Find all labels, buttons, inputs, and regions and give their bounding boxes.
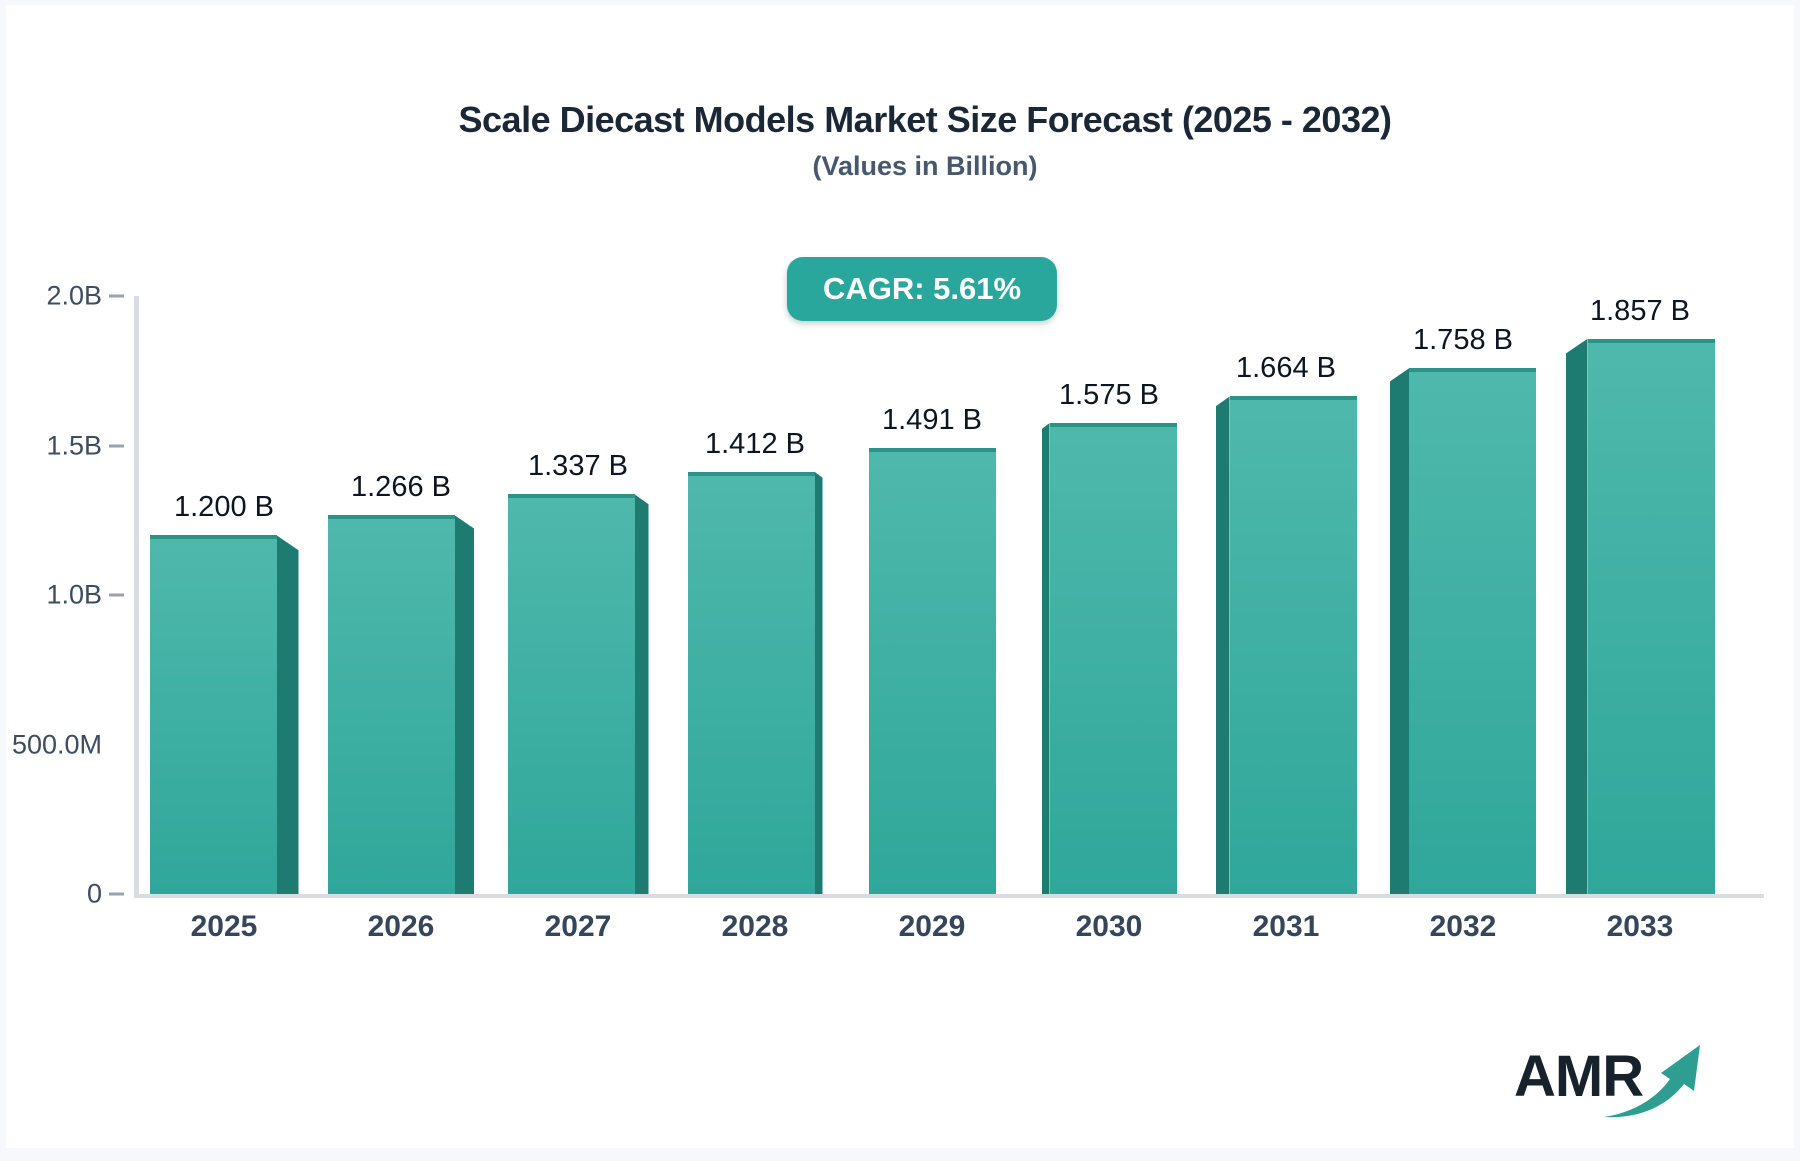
bar-chart-plot: 2.0B 1.5B 1.0B 500.0M 0 1.200 B 2025 1.266 B 202…: [6, 5, 1800, 1161]
bar-side-face: [1390, 368, 1409, 894]
y-tick-label: 1.0B: [46, 579, 102, 610]
amr-logo-arrow-icon: [1604, 1045, 1700, 1118]
chart-subtitle: (Values in Billion): [812, 151, 1038, 181]
y-tick-label: 1.5B: [46, 430, 102, 460]
bar-value-label: 1.664 B: [1236, 352, 1336, 385]
bar-side-face: [1215, 396, 1230, 894]
x-tick-label: 2033: [1606, 910, 1674, 943]
x-tick-label: 2027: [544, 910, 612, 943]
bar: [328, 515, 455, 894]
bar-value-label: 1.412 B: [705, 427, 805, 460]
y-tick-label: 0: [86, 878, 102, 909]
bar: [687, 471, 815, 894]
bar: [1587, 338, 1715, 894]
bar-side-face: [1565, 338, 1588, 894]
y-tick-label: 500.0M: [11, 729, 102, 759]
bar: [149, 535, 277, 894]
bar-value-label: 1.337 B: [528, 450, 628, 483]
bar-value-label: 1.266 B: [351, 471, 451, 504]
bar-value-label: 1.857 B: [1590, 294, 1690, 327]
x-tick-label: 2031: [1252, 910, 1320, 943]
x-tick-label: 2025: [190, 910, 258, 943]
y-axis-line: [134, 296, 139, 898]
bar-side-face: [455, 515, 474, 894]
x-tick-label: 2029: [898, 910, 966, 943]
x-axis-line: [134, 894, 1764, 898]
cagr-badge: CAGR: 5.61%: [786, 257, 1058, 321]
y-tick-mark: [109, 294, 124, 298]
x-tick-label: 2026: [367, 910, 435, 943]
bar: [1049, 423, 1177, 894]
y-tick-mark: [109, 892, 124, 896]
bar-side-face: [276, 535, 299, 894]
x-tick-label: 2032: [1429, 910, 1497, 943]
amr-logo: AMR: [1514, 1041, 1700, 1121]
bar-side-face: [814, 471, 823, 894]
y-tick-mark: [109, 444, 124, 447]
bar: [868, 448, 996, 894]
y-tick-mark: [109, 593, 124, 597]
bar-side-face: [1041, 423, 1050, 894]
bar-side-face: [634, 494, 649, 894]
amr-logo-text: AMR: [1514, 1044, 1644, 1109]
bar-value-label: 1.491 B: [882, 404, 982, 437]
bar-value-label: 1.200 B: [174, 491, 274, 524]
bar: [1409, 368, 1536, 894]
bar-value-label: 1.758 B: [1413, 324, 1513, 357]
x-tick-label: 2028: [721, 910, 789, 943]
x-tick-label: 2030: [1075, 910, 1143, 943]
y-tick-label: 2.0B: [46, 280, 102, 311]
chart-card: Scale Diecast Models Market Size Forecas…: [6, 5, 1794, 1148]
bar: [1229, 396, 1357, 894]
bar: [507, 494, 635, 894]
bar-value-label: 1.575 B: [1059, 379, 1159, 412]
chart-title: Scale Diecast Models Market Size Forecas…: [458, 99, 1392, 140]
